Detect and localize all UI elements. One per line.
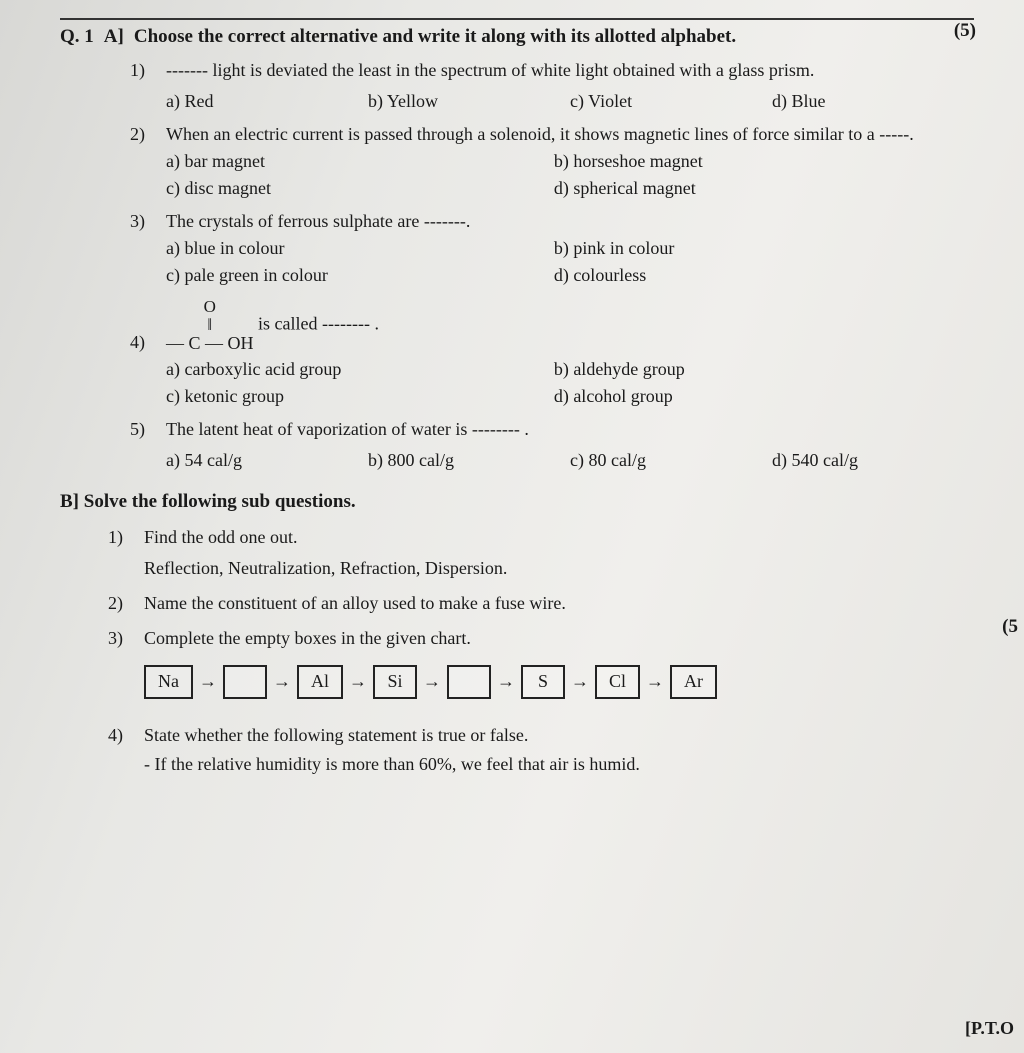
B-q4-text: State whether the following statement is… <box>144 725 528 746</box>
B-q3-num: 3) <box>108 628 134 649</box>
q4-opt-d: d) alcohol group <box>554 386 942 407</box>
q1-opt-c: c) Violet <box>570 91 772 112</box>
arrow-icon: → <box>199 671 217 692</box>
arrow-icon: → <box>273 671 291 692</box>
q1-opt-d: d) Blue <box>772 91 974 112</box>
q3-num: 3) <box>130 211 156 232</box>
B-q3: 3) Complete the empty boxes in the given… <box>108 628 974 649</box>
q2-opt-a: a) bar magnet <box>166 151 554 172</box>
q1-opt-b: b) Yellow <box>368 91 570 112</box>
B-q1-num: 1) <box>108 527 134 548</box>
box-Al: Al <box>297 665 343 699</box>
arrow-icon: → <box>423 671 441 692</box>
q3-opt-b: b) pink in colour <box>554 238 942 259</box>
instruction: Choose the correct alternative and write… <box>134 26 736 48</box>
q4-opt-a: a) carboxylic acid group <box>166 359 554 380</box>
B-heading: B] Solve the following sub questions. <box>60 491 974 513</box>
q4-opt-b: b) aldehyde group <box>554 359 942 380</box>
B-q2-text: Name the constituent of an alloy used to… <box>144 593 566 614</box>
section-A: 1) ------- light is deviated the least i… <box>130 60 974 471</box>
q2-options-row1: a) bar magnet b) horseshoe magnet <box>166 151 974 172</box>
q2-stem: 2) When an electric current is passed th… <box>130 124 974 145</box>
B-q3-text: Complete the empty boxes in the given ch… <box>144 628 471 649</box>
q3-text: The crystals of ferrous sulphate are ---… <box>166 211 470 232</box>
q4-options-row1: a) carboxylic acid group b) aldehyde gro… <box>166 359 974 380</box>
B-q4-bullet: - If the relative humidity is more than … <box>144 754 974 775</box>
q2-opt-c: c) disc magnet <box>166 178 554 199</box>
q4-after: is called -------- . <box>258 313 379 333</box>
q2-text: When an electric current is passed throu… <box>166 124 914 145</box>
q2-opt-b: b) horseshoe magnet <box>554 151 942 172</box>
q3-opt-a: a) blue in colour <box>166 238 554 259</box>
box-Si: Si <box>373 665 417 699</box>
q5-opt-a: a) 54 cal/g <box>166 450 368 471</box>
chem-COH: — C — OH <box>166 334 254 353</box>
q5-stem: 5) The latent heat of vaporization of wa… <box>130 419 974 440</box>
q5-num: 5) <box>130 419 156 440</box>
q3-options-row1: a) blue in colour b) pink in colour <box>166 238 974 259</box>
chem-structure: O ‖ — C — OH <box>166 298 254 353</box>
pto-label: [P.T.O <box>965 1018 1014 1039</box>
box-S: S <box>521 665 565 699</box>
part-A-label: A] <box>104 26 124 48</box>
q2-num: 2) <box>130 124 156 145</box>
B-q1-text: Find the odd one out. <box>144 527 298 548</box>
box-Na: Na <box>144 665 193 699</box>
q1-stem: 1) ------- light is deviated the least i… <box>130 60 974 81</box>
q5-opt-c: c) 80 cal/g <box>570 450 772 471</box>
q5-opt-b: b) 800 cal/g <box>368 450 570 471</box>
box-Ar: Ar <box>670 665 717 699</box>
top-rule <box>60 18 974 20</box>
B-q4-num: 4) <box>108 725 134 746</box>
q4-text: O ‖ — C — OH is called -------- . <box>166 298 379 353</box>
q4-opt-c: c) ketonic group <box>166 386 554 407</box>
box-empty-2 <box>447 665 491 699</box>
q2-options-row2: c) disc magnet d) spherical magnet <box>166 178 974 199</box>
q3-opt-d: d) colourless <box>554 265 942 286</box>
q5-opt-d: d) 540 cal/g <box>772 450 974 471</box>
q1-text: ------- light is deviated the least in t… <box>166 60 814 81</box>
q4-stem: 4) O ‖ — C — OH is called -------- . <box>130 298 974 353</box>
box-empty-1 <box>223 665 267 699</box>
arrow-icon: → <box>497 671 515 692</box>
q2-opt-d: d) spherical magnet <box>554 178 942 199</box>
B-q1-line: Reflection, Neutralization, Refraction, … <box>144 558 974 579</box>
chem-double-bond: ‖ <box>166 316 254 334</box>
q1-opt-a: a) Red <box>166 91 368 112</box>
B-q4: 4) State whether the following statement… <box>108 725 974 746</box>
q5-text: The latent heat of vaporization of water… <box>166 419 529 440</box>
q3-stem: 3) The crystals of ferrous sulphate are … <box>130 211 974 232</box>
q1-num: 1) <box>130 60 156 81</box>
q5-options: a) 54 cal/g b) 800 cal/g c) 80 cal/g d) … <box>166 450 974 471</box>
q-number: Q. 1 <box>60 26 94 48</box>
marks-A: (5) <box>954 20 976 42</box>
section-B: B] Solve the following sub questions. (5… <box>60 491 974 775</box>
B-q2-num: 2) <box>108 593 134 614</box>
marks-B: (5 <box>1002 616 1018 638</box>
element-chart: Na → → Al → Si → → S → Cl → Ar <box>144 665 974 699</box>
arrow-icon: → <box>349 671 367 692</box>
box-Cl: Cl <box>595 665 640 699</box>
arrow-icon: → <box>646 671 664 692</box>
q3-options-row2: c) pale green in colour d) colourless <box>166 265 974 286</box>
question-header: Q. 1 A] Choose the correct alternative a… <box>60 26 974 48</box>
q4-options-row2: c) ketonic group d) alcohol group <box>166 386 974 407</box>
B-q2: 2) Name the constituent of an alloy used… <box>108 593 974 614</box>
q4-num: 4) <box>130 332 156 353</box>
arrow-icon: → <box>571 671 589 692</box>
q1-options: a) Red b) Yellow c) Violet d) Blue <box>166 91 974 112</box>
B-q1: 1) Find the odd one out. <box>108 527 974 548</box>
chem-O: O <box>166 298 254 316</box>
q3-opt-c: c) pale green in colour <box>166 265 554 286</box>
